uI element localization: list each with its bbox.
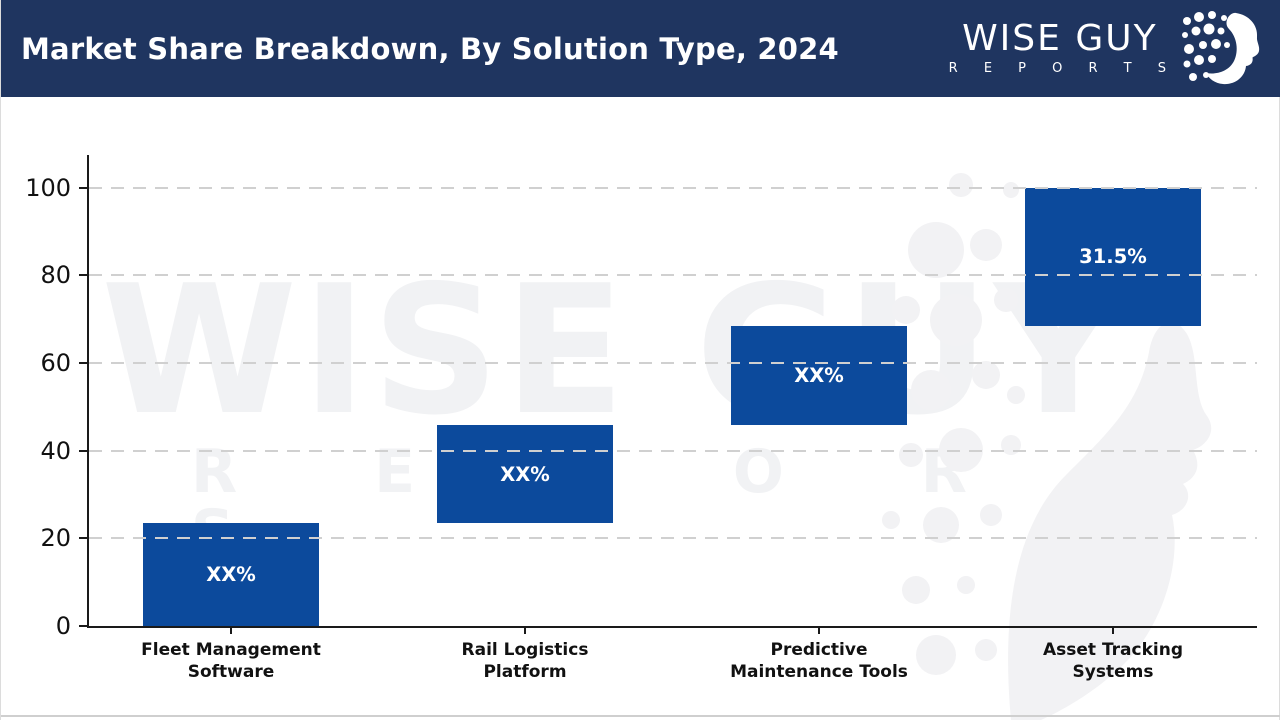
- x-tick-mark: [1112, 628, 1114, 634]
- gridline: [89, 274, 1257, 277]
- gridline: [89, 449, 1257, 452]
- x-category-label: Rail Logistics Platform: [461, 640, 589, 682]
- bottom-divider: [1, 715, 1280, 717]
- x-category-label: Asset Tracking Systems: [1042, 640, 1184, 682]
- x-tick-mark: [524, 628, 526, 634]
- y-tick-label: 0: [55, 612, 71, 640]
- x-category-label: Fleet Management Software: [141, 640, 321, 682]
- y-tick-mark: [79, 537, 87, 540]
- x-axis-line: [87, 626, 1257, 628]
- logo-face-icon: [1182, 10, 1260, 84]
- x-tick-mark: [230, 628, 232, 634]
- y-tick-mark: [79, 625, 87, 627]
- bar-value-label: XX%: [206, 562, 256, 586]
- y-tick-label: 80: [40, 261, 71, 290]
- x-tick-mark: [818, 628, 820, 634]
- logo-wordmark-line2: R E P O R T S: [948, 61, 1177, 76]
- gridline: [89, 186, 1257, 189]
- bar-value-label: 31.5%: [1079, 245, 1147, 269]
- wiseguy-logo: WISE GUY R E P O R T S: [943, 9, 1267, 89]
- y-tick-label: 40: [40, 436, 71, 465]
- page-title: Market Share Breakdown, By Solution Type…: [21, 31, 839, 66]
- header: Market Share Breakdown, By Solution Type…: [1, 0, 1280, 97]
- watermark-wordmark: WISE GUY: [101, 247, 1127, 454]
- y-tick-label: 60: [40, 348, 71, 377]
- bar-segment: XX%: [731, 325, 907, 426]
- bar-value-label: XX%: [500, 462, 550, 486]
- y-axis-line: [87, 155, 89, 628]
- logo-wordmark-line1: WISE GUY: [962, 18, 1158, 59]
- y-tick-label: 100: [25, 173, 71, 202]
- y-tick-label: 20: [40, 524, 71, 553]
- gridline: [89, 361, 1257, 364]
- y-tick-mark: [79, 186, 87, 189]
- logo-wordmark: WISE GUY R E P O R T S: [943, 18, 1177, 77]
- y-tick-mark: [79, 361, 87, 364]
- bar-segment: 31.5%: [1025, 187, 1201, 326]
- bar-segment: XX%: [143, 522, 319, 626]
- y-tick-mark: [79, 274, 87, 277]
- gridline: [89, 537, 1257, 540]
- bar-segment: XX%: [437, 425, 613, 523]
- y-tick-mark: [79, 449, 87, 452]
- watermark-reports: R E P O R T S: [191, 437, 1203, 562]
- x-category-label: Predictive Maintenance Tools: [730, 640, 908, 682]
- bar-value-label: XX%: [794, 363, 844, 387]
